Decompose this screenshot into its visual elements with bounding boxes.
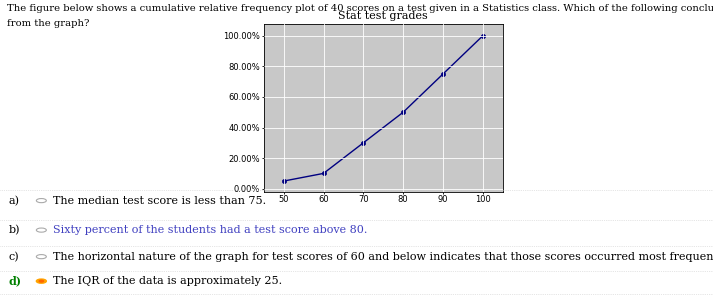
Text: b): b): [9, 225, 20, 235]
Text: Sixty percent of the students had a test score above 80.: Sixty percent of the students had a test…: [53, 225, 368, 235]
Text: a): a): [9, 196, 19, 206]
Text: The figure below shows a cumulative relative frequency plot of 40 scores on a te: The figure below shows a cumulative rela…: [7, 4, 713, 14]
Text: The horizontal nature of the graph for test scores of 60 and below indicates tha: The horizontal nature of the graph for t…: [53, 252, 713, 262]
Text: The median test score is less than 75.: The median test score is less than 75.: [53, 196, 267, 206]
Text: from the graph?: from the graph?: [7, 19, 90, 28]
Text: d): d): [9, 276, 21, 287]
Title: Stat test grades: Stat test grades: [339, 12, 428, 22]
Text: The IQR of the data is approximately 25.: The IQR of the data is approximately 25.: [53, 276, 282, 286]
Text: c): c): [9, 252, 19, 262]
